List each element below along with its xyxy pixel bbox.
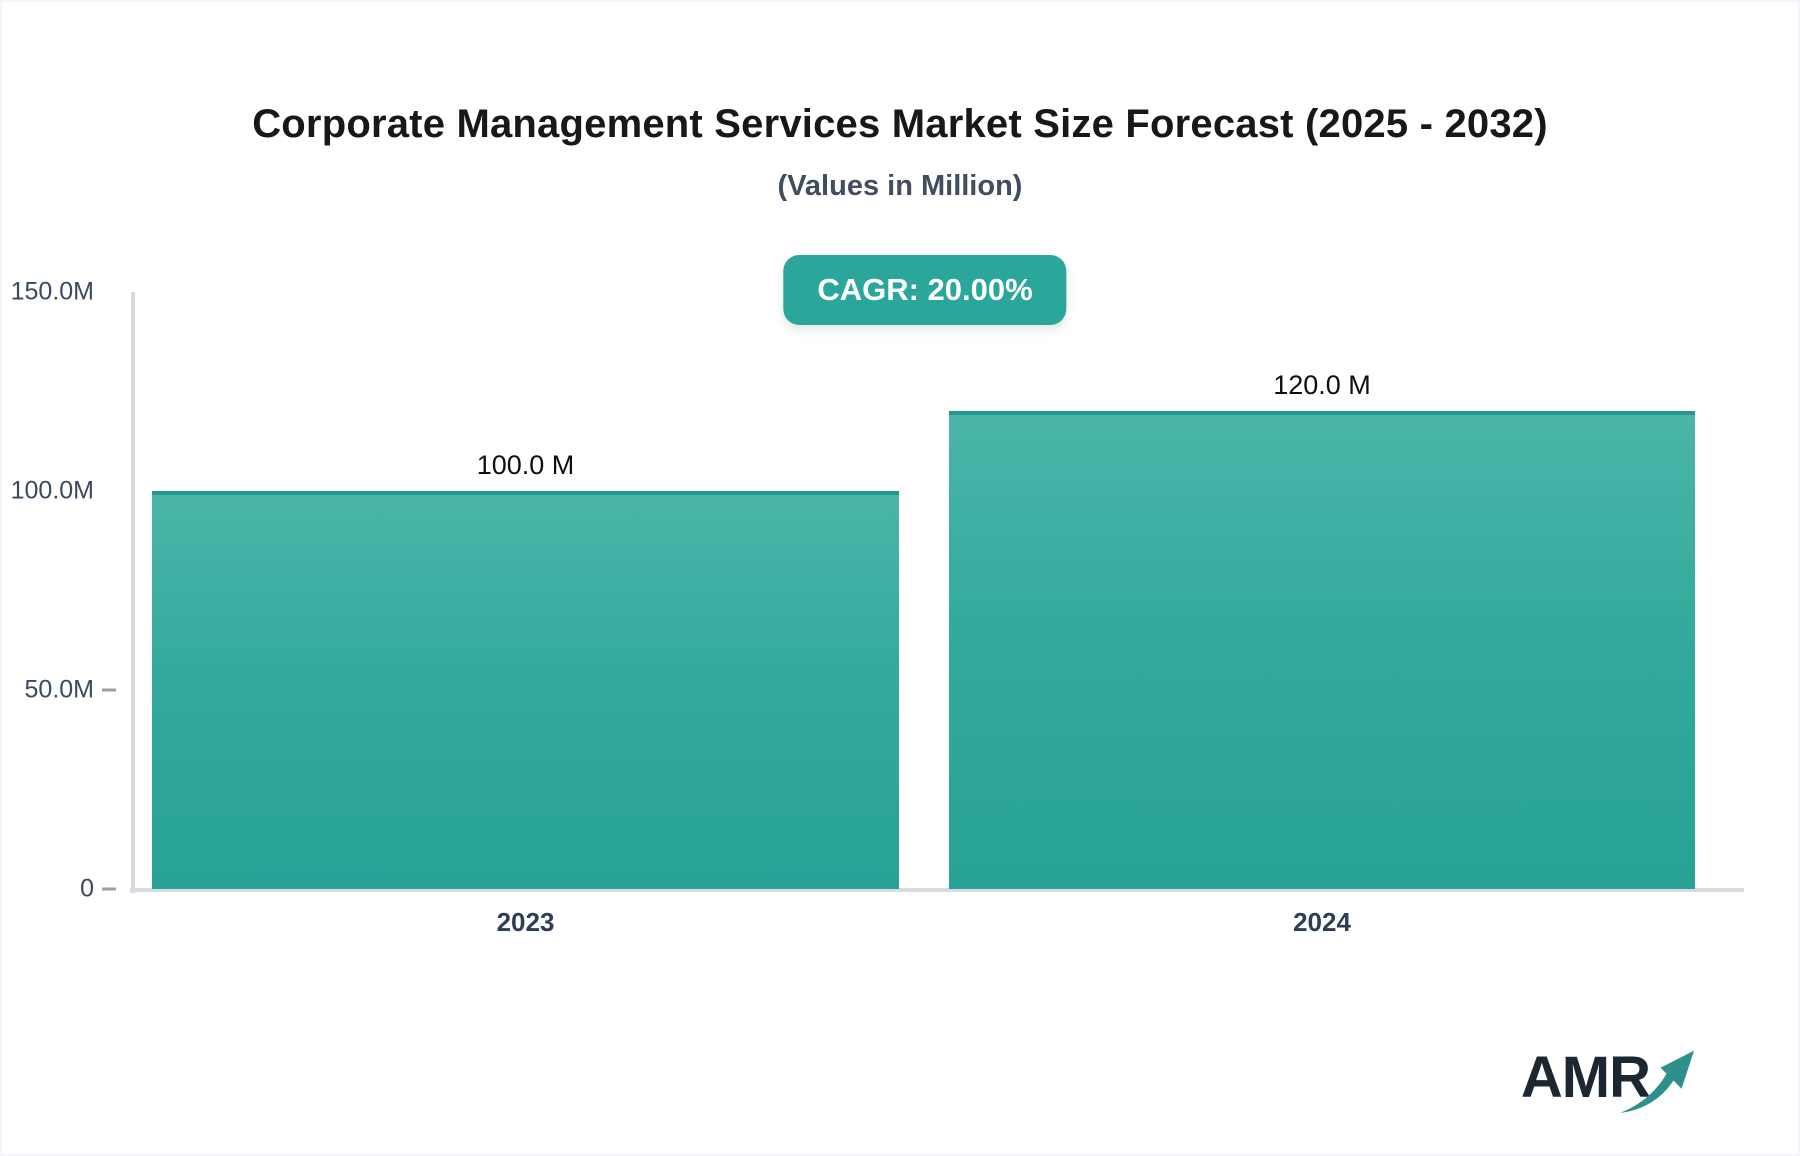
bar-value-label: 100.0 M [476, 450, 575, 481]
trend-up-arrow-icon [1620, 1050, 1694, 1113]
chart-subtitle: (Values in Million) [777, 170, 1023, 202]
bar-value-label: 120.0 M [1273, 370, 1371, 401]
y-tick-dash [102, 688, 116, 692]
bar-2024 [949, 411, 1695, 889]
y-tick-label: 0 [80, 874, 94, 903]
x-tick-label-2024: 2024 [1293, 907, 1351, 937]
cagr-badge: CAGR: 20.00% [783, 255, 1067, 325]
x-tick-label-2023: 2023 [496, 907, 555, 937]
plot-area: 100.0 M 2023 120.0 M 2024 [130, 292, 1744, 937]
bar-2023 [152, 491, 899, 889]
chart-title: Corporate Management Services Market Siz… [252, 102, 1548, 146]
y-tick-dash [102, 887, 116, 891]
amr-logo-text: AMR [1520, 1045, 1651, 1111]
y-axis-line [131, 292, 135, 893]
y-tick-label: 100.0M [10, 476, 94, 505]
y-tick-label: 150.0M [10, 277, 94, 306]
bar-group-2023: 100.0 M 2023 [152, 292, 899, 937]
bar-group-2024: 120.0 M 2024 [949, 292, 1695, 937]
y-tick-label: 50.0M [24, 675, 94, 704]
amr-logo: AMR [1520, 1045, 1698, 1113]
x-axis-line [130, 888, 1744, 892]
y-axis-tick-labels: 150.0M 100.0M 50.0M 0 [2, 278, 120, 903]
